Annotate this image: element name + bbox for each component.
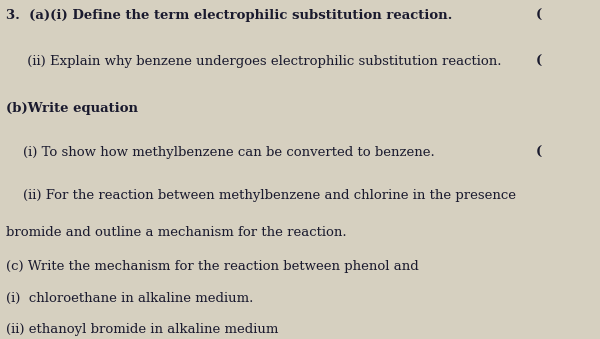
Text: (: ( <box>536 146 542 159</box>
Text: (ii) Explain why benzene undergoes electrophilic substitution reaction.: (ii) Explain why benzene undergoes elect… <box>6 55 502 68</box>
Text: (ii) ethanoyl bromide in alkaline medium: (ii) ethanoyl bromide in alkaline medium <box>6 323 278 336</box>
Text: (i) To show how methylbenzene can be converted to benzene.: (i) To show how methylbenzene can be con… <box>6 146 435 159</box>
Text: bromide and outline a mechanism for the reaction.: bromide and outline a mechanism for the … <box>6 226 347 239</box>
Text: (ii) For the reaction between methylbenzene and chlorine in the presence: (ii) For the reaction between methylbenz… <box>6 189 516 202</box>
Text: (b)Write equation: (b)Write equation <box>6 102 138 115</box>
Text: (: ( <box>536 9 542 22</box>
Text: (i)  chloroethane in alkaline medium.: (i) chloroethane in alkaline medium. <box>6 292 253 305</box>
Text: (: ( <box>536 55 542 68</box>
Text: (c) Write the mechanism for the reaction between phenol and: (c) Write the mechanism for the reaction… <box>6 260 419 273</box>
Text: 3.  (a)(i) Define the term electrophilic substitution reaction.: 3. (a)(i) Define the term electrophilic … <box>6 9 452 22</box>
